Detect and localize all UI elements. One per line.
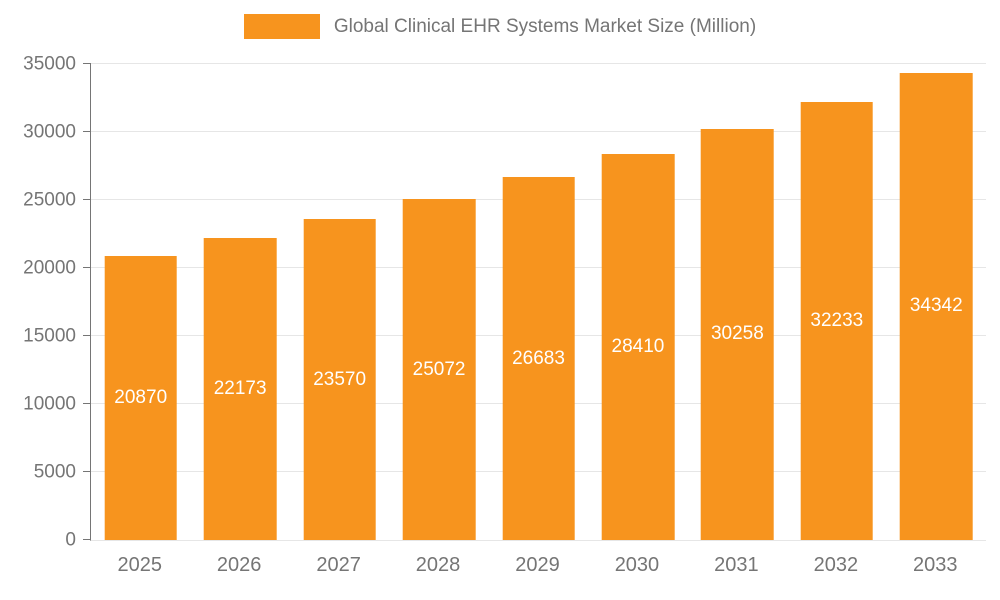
y-tick-mark <box>83 267 91 268</box>
y-tick-label: 25000 <box>23 189 76 211</box>
y-tick-mark <box>83 131 91 132</box>
bar: 20870 <box>104 256 178 540</box>
bar-value-label: 34342 <box>909 295 963 317</box>
bar: 30258 <box>701 128 774 540</box>
gridline <box>91 63 986 64</box>
y-tick-label: 20000 <box>23 257 76 279</box>
bar-value-label: 32233 <box>810 309 864 331</box>
bar-value-label: 28410 <box>611 335 665 357</box>
y-tick-label: 0 <box>65 529 76 551</box>
bar: 25072 <box>402 199 476 540</box>
y-tick-label: 30000 <box>23 121 76 143</box>
x-tick-label: 2028 <box>415 554 461 576</box>
bar-value-label: 22173 <box>213 378 267 400</box>
y-tick-mark <box>83 539 91 540</box>
y-tick-mark <box>83 199 91 200</box>
x-tick-label: 2033 <box>913 554 958 576</box>
x-tick-label: 2030 <box>614 554 660 576</box>
y-tick-mark <box>83 63 91 64</box>
chart-legend: Global Clinical EHR Systems Market Size … <box>0 14 1000 39</box>
gridline <box>91 131 986 132</box>
x-tick-label: 2032 <box>813 554 859 576</box>
y-axis-labels: 0 5000 10000 15000 20000 25000 30000 35000 <box>0 55 90 550</box>
x-axis-labels: 2025 2026 2027 2028 2029 2030 2031 2032 2033 <box>90 540 985 586</box>
x-tick-label: 2029 <box>515 554 560 576</box>
bar: 34342 <box>899 72 973 540</box>
y-tick-mark <box>83 471 91 472</box>
y-tick-mark <box>83 335 91 336</box>
bar-value-label: 30258 <box>710 323 764 345</box>
bar: 22173 <box>203 238 277 540</box>
y-tick-label: 5000 <box>33 461 76 483</box>
x-tick-label: 2031 <box>714 554 759 576</box>
bar: 26683 <box>502 177 575 540</box>
bar-value-label: 25072 <box>412 358 466 380</box>
x-tick-label: 2026 <box>216 554 262 576</box>
y-tick-label: 15000 <box>23 325 76 347</box>
bar: 23570 <box>303 219 376 540</box>
y-tick-label: 35000 <box>23 53 76 75</box>
x-tick-label: 2025 <box>117 554 162 576</box>
plot-area: 20870 22173 23570 25072 26683 28410 30258 32233… <box>83 63 986 541</box>
bar-value-label: 23570 <box>313 368 367 390</box>
bar-value-label: 26683 <box>512 347 565 369</box>
legend-swatch <box>243 14 320 39</box>
chart-title: Global Clinical EHR Systems Market Size … <box>333 15 757 37</box>
bar-value-label: 20870 <box>114 387 168 409</box>
bar: 32233 <box>800 101 874 540</box>
y-tick-label: 10000 <box>23 393 76 415</box>
x-tick-label: 2027 <box>316 554 361 576</box>
bar: 28410 <box>601 153 675 540</box>
y-tick-mark <box>83 403 91 404</box>
